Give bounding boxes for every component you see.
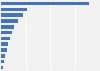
Bar [1, 48, 7, 52]
Bar [1, 37, 10, 40]
Bar [1, 25, 14, 29]
Bar [1, 2, 89, 5]
Bar [1, 19, 18, 23]
Bar [1, 31, 12, 34]
Bar [1, 54, 5, 58]
Bar [1, 13, 23, 17]
Bar [1, 60, 4, 63]
Bar [1, 42, 8, 46]
Bar [1, 66, 3, 69]
Bar [1, 8, 27, 11]
